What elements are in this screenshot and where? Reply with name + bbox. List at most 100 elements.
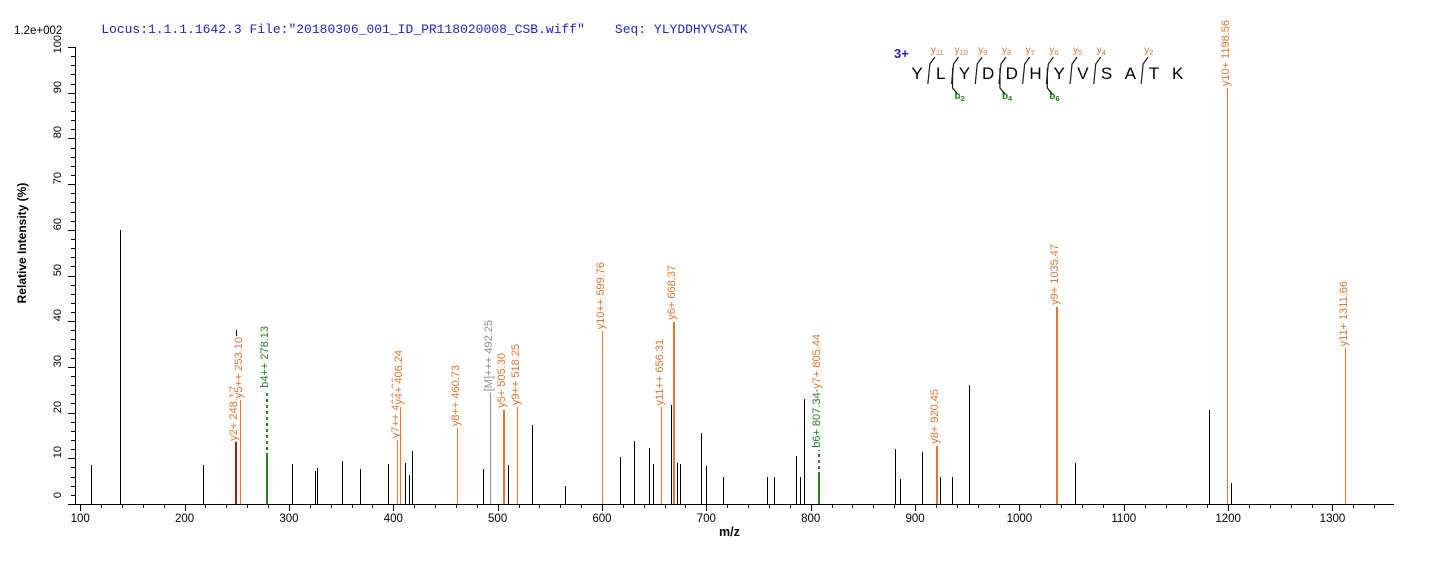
b-ion-number: 4 <box>1008 94 1013 103</box>
ion-peak-label: y5++ 253.10 <box>232 335 246 399</box>
x-tick-minor <box>789 504 791 508</box>
peak <box>1231 483 1233 504</box>
y-ion-number: 10 <box>959 48 968 57</box>
x-tick-major <box>1332 504 1334 511</box>
y-tick-label: 70 <box>52 172 64 185</box>
x-tick-minor <box>414 504 416 508</box>
peak <box>804 398 806 504</box>
x-tick-minor <box>581 504 583 508</box>
ion-peak-label: y5+ 505.30 <box>496 352 510 409</box>
peak <box>342 460 344 504</box>
y-ion-peak-line <box>1344 348 1347 504</box>
sequence-label: Seq: YLYDDHYVSATK <box>614 22 748 37</box>
y-tick-major <box>68 138 75 140</box>
y-tick-minor <box>71 120 75 122</box>
x-tick-label: 200 <box>174 513 195 525</box>
peak <box>359 469 361 504</box>
y-tick-minor <box>71 339 75 341</box>
x-tick-label: 800 <box>801 513 821 525</box>
x-tick-minor <box>873 504 875 508</box>
peak <box>680 464 682 504</box>
ion-label-text: y4+ 406.24 <box>392 350 405 406</box>
y-tick-minor <box>71 193 75 195</box>
ion-label-text: y5+ 505.30 <box>496 353 509 408</box>
peak <box>723 476 725 504</box>
peak <box>796 456 798 504</box>
peak <box>203 465 205 504</box>
y-ion-number: 9 <box>983 48 988 57</box>
y-ion-peak-line <box>399 407 402 504</box>
x-tick-minor <box>309 504 311 508</box>
x-tick-minor <box>1144 504 1146 508</box>
y-ion-number: 8 <box>1006 48 1012 57</box>
peak <box>404 462 406 504</box>
y-tick-major <box>68 47 75 48</box>
x-tick-minor <box>664 504 666 508</box>
residue: D <box>981 64 995 83</box>
x-tick-minor <box>852 504 854 508</box>
y-tick-minor <box>71 348 75 350</box>
ion-label-text: y5++ 253.10 <box>232 336 245 398</box>
ion-peak-label: y9++ 518.25 <box>509 342 523 407</box>
x-tick-major <box>393 504 395 511</box>
peak <box>951 476 953 504</box>
y-tick-minor <box>71 202 75 204</box>
b-ion-leader-dashed <box>266 389 268 457</box>
peak <box>483 469 485 504</box>
y-tick-minor <box>71 302 75 304</box>
b-ion-number: 2 <box>960 94 965 103</box>
ion-label-text: [M]+++ 492.25 <box>482 319 495 391</box>
y-tick-label: 40 <box>52 309 64 322</box>
x-tick-minor <box>1040 504 1042 508</box>
y-ion-peak-line <box>396 440 399 504</box>
x-tick-label: 100 <box>70 513 90 525</box>
ion-label-text: y11+ 1311.66 <box>1337 280 1350 347</box>
x-tick-minor <box>330 504 332 508</box>
x-tick-minor <box>205 504 207 508</box>
ion-peak-label: y10++ 599.76 <box>594 260 608 330</box>
y-tick-minor <box>71 357 75 359</box>
y-tick-minor <box>71 211 75 213</box>
y-ion-number: 11 <box>935 48 944 57</box>
peak <box>653 464 655 504</box>
residue: A <box>1124 64 1136 83</box>
b-ion-label: b6 <box>1049 91 1060 103</box>
ion-label-text-secondary: y7+ 805.44 <box>811 334 824 390</box>
ion-label-text: y9++ 518.25 <box>509 343 522 406</box>
ion-label-text: y6+ 668.37 <box>666 265 679 321</box>
peak <box>1074 462 1076 504</box>
y-ion-label: y5 <box>1073 45 1083 57</box>
x-tick-minor <box>163 504 165 508</box>
peak <box>677 462 679 504</box>
residue: T <box>1148 64 1160 83</box>
y-tick-major <box>68 92 75 94</box>
x-tick-minor <box>1061 504 1063 508</box>
x-tick-minor <box>1290 504 1292 508</box>
peak <box>90 465 92 504</box>
y-ion-number: 7 <box>1030 48 1035 57</box>
x-tick-minor <box>455 504 457 508</box>
y-tick-minor <box>71 467 75 469</box>
y-tick-major <box>68 504 75 505</box>
ion-label-text: b4++ 278.13 <box>259 325 272 388</box>
x-tick-label: 1200 <box>1215 513 1241 525</box>
residue: D <box>1005 64 1018 83</box>
ion-peak-label: [M]+++ 492.25 <box>482 318 496 392</box>
x-tick-minor <box>1207 504 1209 508</box>
b-ion-label: b4 <box>1001 91 1013 103</box>
x-tick-minor <box>142 504 144 508</box>
x-tick-minor <box>268 504 270 508</box>
x-tick-major <box>184 504 186 511</box>
x-tick-major <box>1228 504 1230 511</box>
precursor-peak-line <box>489 392 492 504</box>
y-ion-number: 5 <box>1078 48 1083 57</box>
x-tick-minor <box>351 504 353 508</box>
peak <box>565 485 567 504</box>
x-tick-major <box>810 504 812 511</box>
x-tick-major <box>915 504 917 511</box>
x-tick-minor <box>768 504 770 508</box>
locus-file-label: Locus:1.1.1.1642.3 File:"20180306_001_ID… <box>101 22 585 37</box>
b-ion-leader-dashed <box>818 450 820 476</box>
y-tick-minor <box>71 174 75 176</box>
